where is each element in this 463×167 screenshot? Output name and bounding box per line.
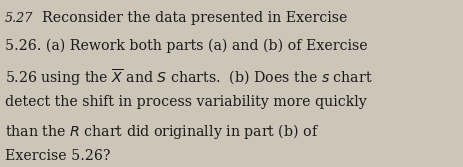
Text: Reconsider the data presented in Exercise: Reconsider the data presented in Exercis… — [42, 11, 347, 25]
Text: 5.26 using the $\overline{X}$ and $S$ charts.  (b) Does the $s$ chart: 5.26 using the $\overline{X}$ and $S$ ch… — [5, 67, 373, 88]
Text: 5.27: 5.27 — [5, 12, 33, 25]
Text: 5.26. (a) Rework both parts (a) and (b) of Exercise: 5.26. (a) Rework both parts (a) and (b) … — [5, 39, 368, 53]
Text: detect the shift in process variability more quickly: detect the shift in process variability … — [5, 95, 367, 109]
Text: Exercise 5.26?: Exercise 5.26? — [5, 149, 110, 163]
Text: than the $R$ chart did originally in part (b) of: than the $R$ chart did originally in par… — [5, 122, 319, 141]
